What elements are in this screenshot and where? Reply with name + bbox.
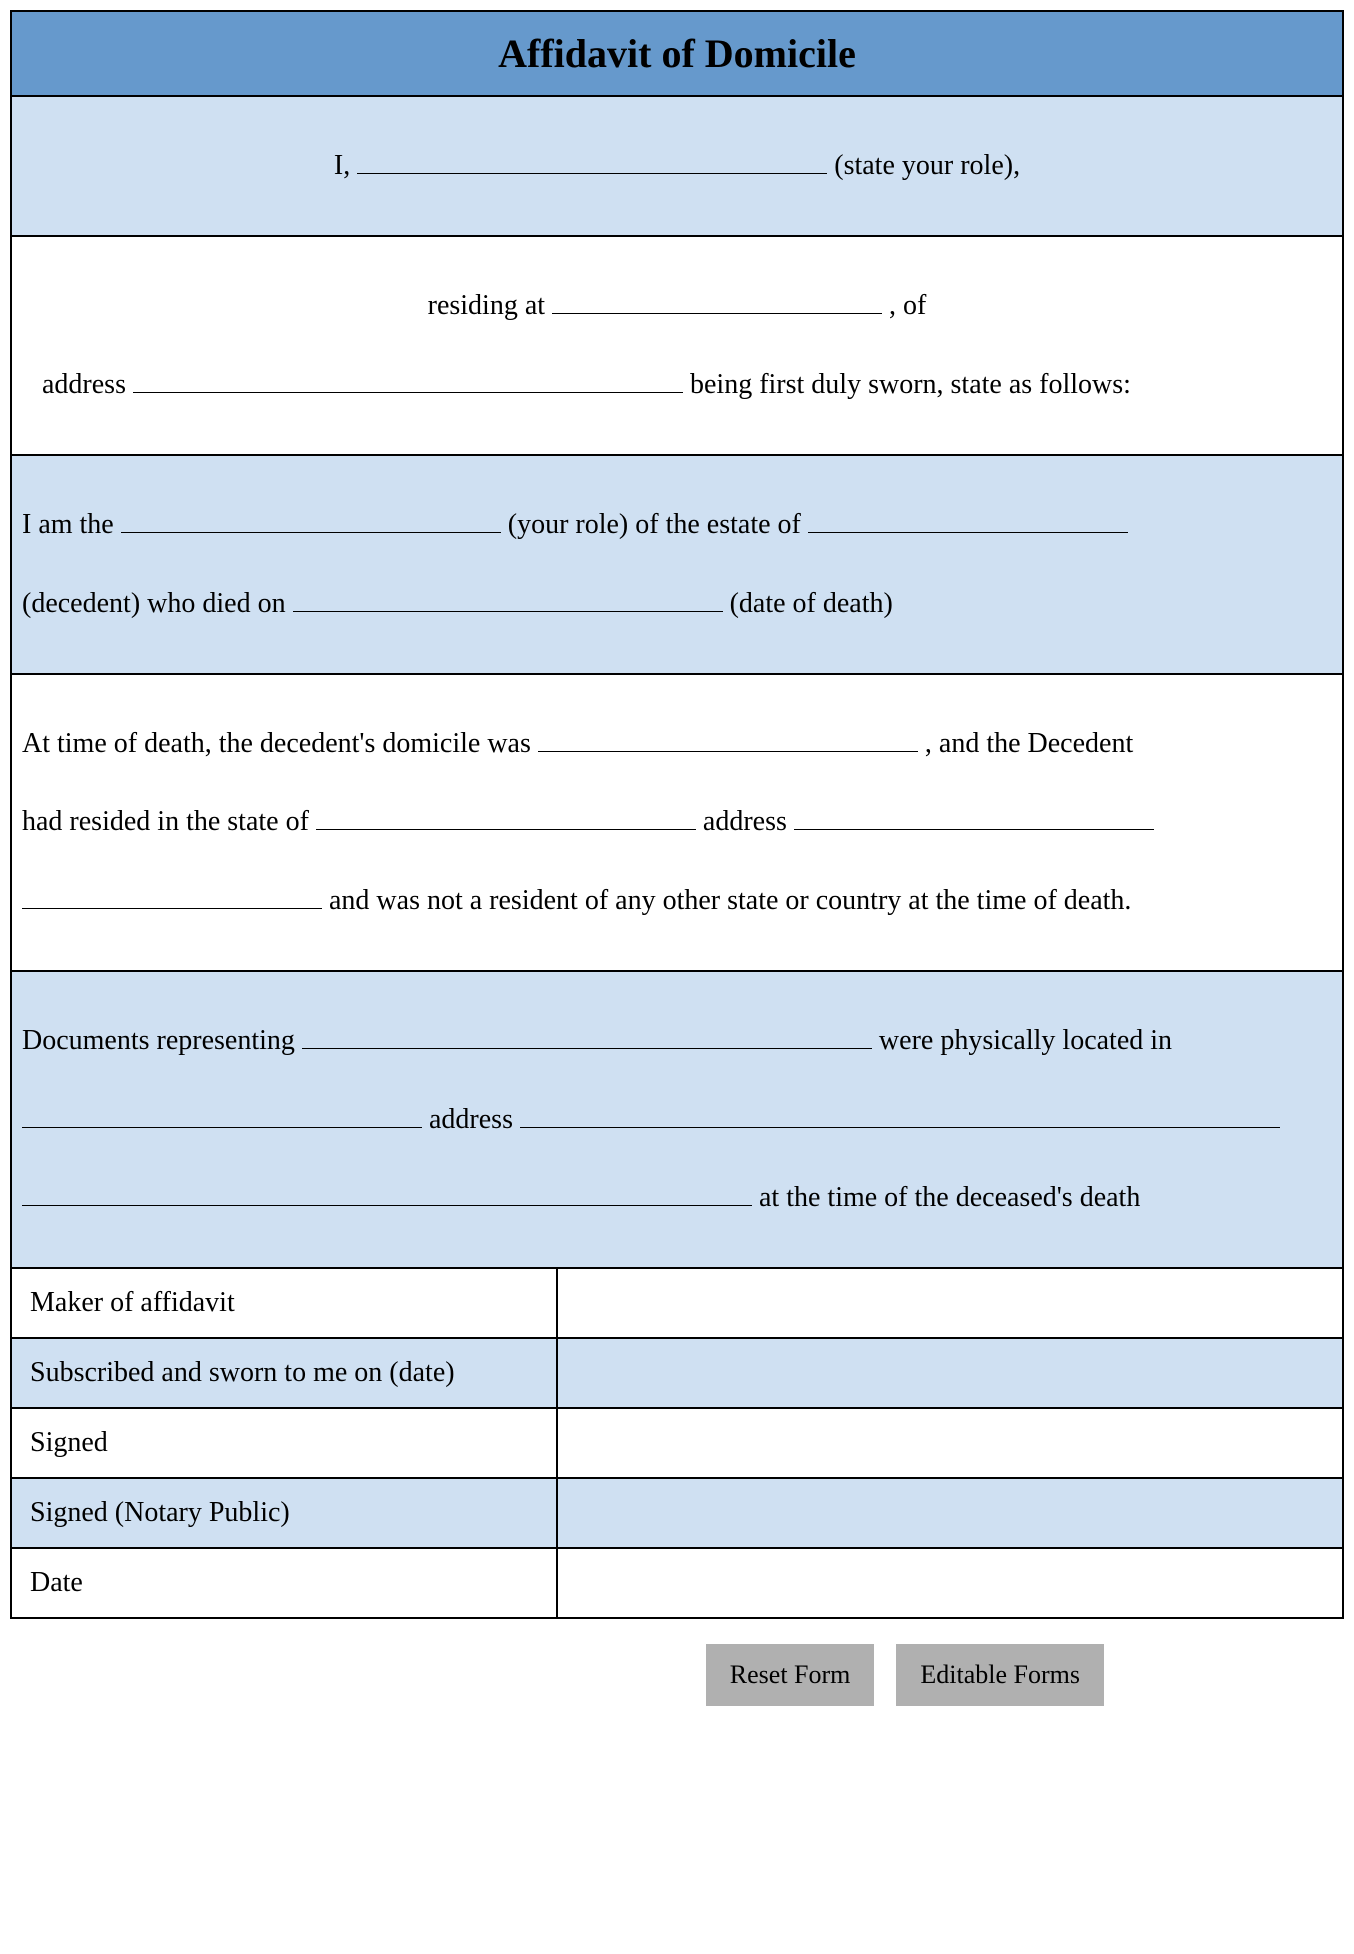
field-date[interactable] [557,1548,1342,1617]
blank-doc-address[interactable] [520,1100,1280,1128]
blank-death-date[interactable] [293,584,723,612]
row-subscribed: Subscribed and sworn to me on (date) [12,1338,1342,1408]
text-i: I, [334,150,350,181]
blank-doc-address2[interactable] [22,1178,752,1206]
signature-table: Maker of affidavit Subscribed and sworn … [12,1269,1342,1617]
form-title: Affidavit of Domicile [12,30,1342,77]
text-residing-at: residing at [428,290,545,321]
row-maker: Maker of affidavit [12,1269,1342,1338]
blank-state-address[interactable] [794,802,1154,830]
section-declarant: I, (state your role), [12,97,1342,237]
blank-address[interactable] [133,365,683,393]
text-state-role: (state your role), [834,150,1020,181]
label-signed: Signed [12,1408,557,1478]
blank-state[interactable] [316,802,696,830]
blank-estate[interactable] [808,505,1128,533]
label-subscribed: Subscribed and sworn to me on (date) [12,1338,557,1408]
blank-domicile[interactable] [538,724,918,752]
row-signed: Signed [12,1408,1342,1478]
text-of: , of [889,290,926,321]
blank-role[interactable] [121,505,501,533]
text-at-time-death: at the time of the deceased's death [759,1182,1140,1213]
text-address: address [42,369,126,400]
blank-state-address2[interactable] [22,881,322,909]
field-notary[interactable] [557,1478,1342,1548]
field-signed[interactable] [557,1408,1342,1478]
section-domicile: At time of death, the decedent's domicil… [12,675,1342,972]
row-date: Date [12,1548,1342,1617]
text-address-label: address [703,806,794,837]
blank-name[interactable] [357,146,827,174]
text-documents: Documents representing [22,1025,295,1056]
section-documents: Documents representing were physically l… [12,972,1342,1269]
label-notary: Signed (Notary Public) [12,1478,557,1548]
text-at-time: At time of death, the decedent's domicil… [22,728,531,759]
text-role-estate: (your role) of the estate of [508,509,808,540]
label-date: Date [12,1548,557,1617]
field-subscribed[interactable] [557,1338,1342,1408]
text-located: were physically located in [879,1025,1172,1056]
text-date-of-death: (date of death) [730,588,893,619]
form-header: Affidavit of Domicile [12,12,1342,97]
blank-residing[interactable] [552,286,882,314]
text-sworn: being first duly sworn, state as follows… [690,369,1131,400]
affidavit-form: Affidavit of Domicile I, (state your rol… [10,10,1344,1619]
section-role-estate: I am the (your role) of the estate of (d… [12,456,1342,675]
text-doc-address-label: address [429,1104,513,1135]
button-row: Reset Form Editable Forms [10,1644,1344,1706]
text-not-resident: and was not a resident of any other stat… [329,885,1131,916]
blank-doc-location[interactable] [22,1100,422,1128]
section-residing: residing at , of address being first dul… [12,237,1342,456]
text-resided-state: had resided in the state of [22,806,309,837]
label-maker: Maker of affidavit [12,1269,557,1338]
text-i-am-the: I am the [22,509,114,540]
text-and-decedent: , and the Decedent [925,728,1133,759]
reset-form-button[interactable]: Reset Form [706,1644,875,1706]
editable-forms-button[interactable]: Editable Forms [896,1644,1104,1706]
row-notary: Signed (Notary Public) [12,1478,1342,1548]
field-maker[interactable] [557,1269,1342,1338]
blank-documents[interactable] [302,1021,872,1049]
text-decedent-died: (decedent) who died on [22,588,286,619]
